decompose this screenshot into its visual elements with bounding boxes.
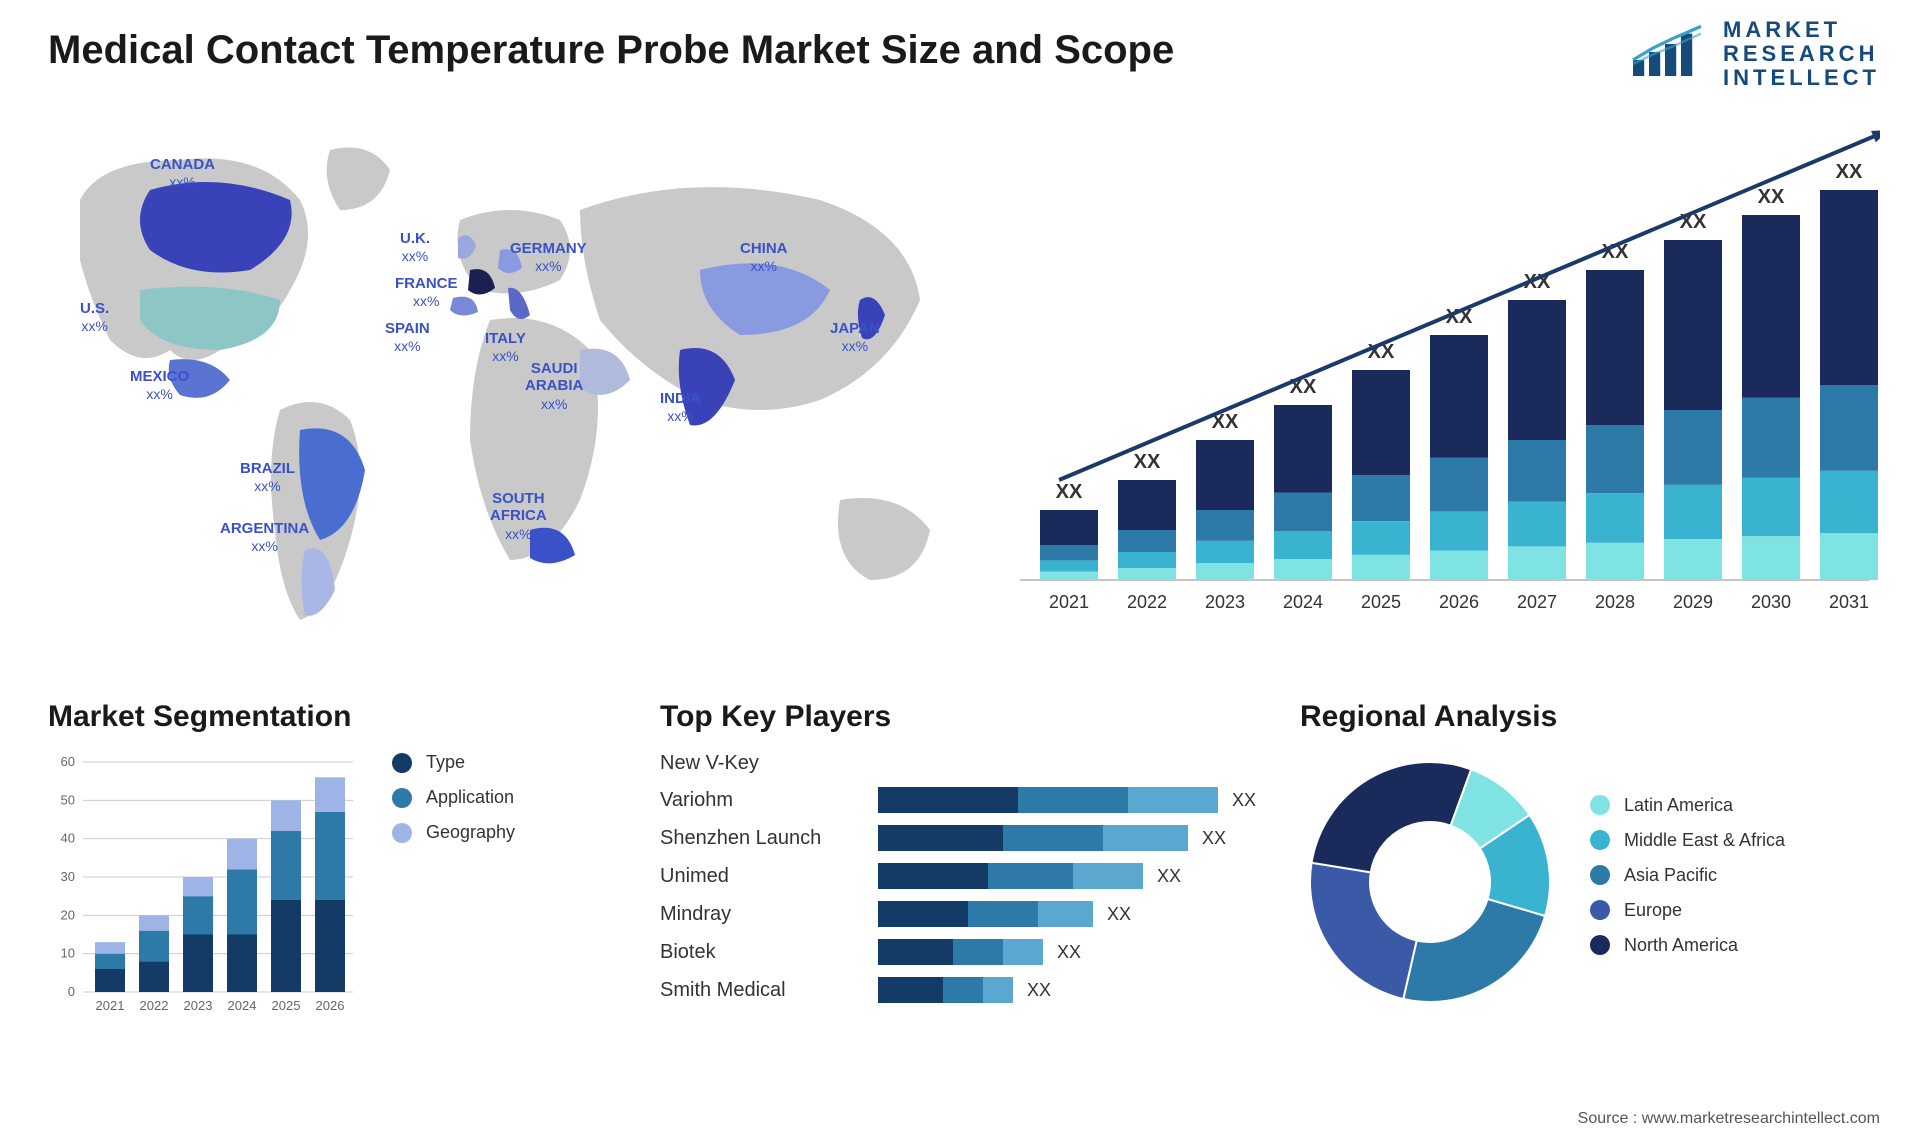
players-panel: Top Key Players New V-KeyVariohmXXShenzh…: [660, 700, 1280, 1015]
svg-text:0: 0: [68, 984, 75, 999]
svg-text:2026: 2026: [1439, 592, 1479, 612]
region-legend-latin-america: Latin America: [1590, 795, 1785, 816]
player-row-variohm: Variohm XX: [660, 787, 1280, 813]
region-legend-middle-east-africa: Middle East & Africa: [1590, 830, 1785, 851]
player-value: XX: [1027, 980, 1051, 1001]
svg-text:2025: 2025: [1361, 592, 1401, 612]
svg-text:XX: XX: [1134, 451, 1161, 473]
svg-text:XX: XX: [1758, 186, 1785, 208]
players-title: Top Key Players: [660, 700, 1280, 734]
map-label-canada: CANADAxx%: [150, 156, 215, 190]
player-value: XX: [1202, 828, 1226, 849]
segmentation-legend: Type Application Geography: [392, 752, 515, 857]
svg-text:10: 10: [61, 946, 75, 961]
svg-text:2024: 2024: [1283, 592, 1323, 612]
map-label-brazil: BRAZILxx%: [240, 460, 295, 494]
map-label-saudi-arabia: SAUDIARABIAxx%: [525, 360, 583, 412]
player-name: Variohm: [660, 789, 860, 812]
seg-legend-application: Application: [392, 787, 515, 808]
map-label-u-k-: U.K.xx%: [400, 230, 430, 264]
seg-legend-geography: Geography: [392, 822, 515, 843]
svg-text:2029: 2029: [1673, 592, 1713, 612]
regional-title: Regional Analysis: [1300, 700, 1880, 734]
brand-logo: MARKET RESEARCH INTELLECT: [1629, 18, 1880, 91]
segmentation-title: Market Segmentation: [48, 700, 608, 734]
player-row-smith-medical: Smith Medical XX: [660, 977, 1280, 1003]
growth-chart: XX2021XX2022XX2023XX2024XX2025XX2026XX20…: [1010, 130, 1880, 630]
source-text: Source : www.marketresearchintellect.com: [1578, 1110, 1880, 1128]
map-label-italy: ITALYxx%: [485, 330, 526, 364]
regional-donut: [1300, 752, 1560, 1012]
svg-text:2026: 2026: [316, 998, 345, 1013]
svg-text:2021: 2021: [1049, 592, 1089, 612]
logo-chart-icon: [1629, 22, 1709, 87]
page-title: Medical Contact Temperature Probe Market…: [48, 28, 1174, 73]
svg-text:2022: 2022: [1127, 592, 1167, 612]
player-row-unimed: Unimed XX: [660, 863, 1280, 889]
player-value: XX: [1157, 866, 1181, 887]
map-label-u-s-: U.S.xx%: [80, 300, 109, 334]
logo-line1: MARKET: [1723, 18, 1880, 42]
region-legend-europe: Europe: [1590, 900, 1785, 921]
region-legend-north-america: North America: [1590, 935, 1785, 956]
map-label-france: FRANCExx%: [395, 275, 458, 309]
svg-text:2022: 2022: [140, 998, 169, 1013]
map-label-mexico: MEXICOxx%: [130, 368, 189, 402]
svg-text:20: 20: [61, 907, 75, 922]
map-label-south-africa: SOUTHAFRICAxx%: [490, 490, 547, 542]
player-value: XX: [1107, 904, 1131, 925]
svg-text:2023: 2023: [184, 998, 213, 1013]
map-label-argentina: ARGENTINAxx%: [220, 520, 309, 554]
svg-text:2025: 2025: [272, 998, 301, 1013]
player-name: Smith Medical: [660, 979, 860, 1002]
map-label-spain: SPAINxx%: [385, 320, 430, 354]
player-name: Shenzhen Launch: [660, 827, 860, 850]
map-label-india: INDIAxx%: [660, 390, 701, 424]
player-row-mindray: Mindray XX: [660, 901, 1280, 927]
logo-line3: INTELLECT: [1723, 66, 1880, 90]
map-label-germany: GERMANYxx%: [510, 240, 587, 274]
logo-line2: RESEARCH: [1723, 42, 1880, 66]
player-value: XX: [1057, 942, 1081, 963]
world-map: CANADAxx% U.S.xx% MEXICOxx% BRAZILxx% ARGENT…: [40, 120, 980, 640]
svg-text:XX: XX: [1056, 481, 1083, 503]
segmentation-panel: Market Segmentation 0 10 20 30 40 50 60 2021 202…: [48, 700, 608, 1032]
svg-text:60: 60: [61, 754, 75, 769]
svg-text:2030: 2030: [1751, 592, 1791, 612]
svg-text:2028: 2028: [1595, 592, 1635, 612]
player-value: XX: [1232, 790, 1256, 811]
svg-text:40: 40: [61, 831, 75, 846]
map-label-japan: JAPANxx%: [830, 320, 880, 354]
player-row-biotek: Biotek XX: [660, 939, 1280, 965]
region-legend-asia-pacific: Asia Pacific: [1590, 865, 1785, 886]
svg-text:2031: 2031: [1829, 592, 1869, 612]
regional-panel: Regional Analysis Latin America Middle Ea…: [1300, 700, 1880, 1012]
player-name: Mindray: [660, 903, 860, 926]
player-row-shenzhen-launch: Shenzhen Launch XX: [660, 825, 1280, 851]
player-name: Unimed: [660, 865, 860, 888]
segmentation-chart: 0 10 20 30 40 50 60 2021 2022 2023 2024 2025 2026: [48, 752, 368, 1032]
svg-text:30: 30: [61, 869, 75, 884]
svg-text:2023: 2023: [1205, 592, 1245, 612]
player-name: Biotek: [660, 941, 860, 964]
regional-legend: Latin America Middle East & Africa Asia Pa…: [1590, 795, 1785, 970]
svg-text:2021: 2021: [96, 998, 125, 1013]
players-list: New V-KeyVariohmXXShenzhen LaunchXXUnime…: [660, 752, 1280, 1003]
svg-text:50: 50: [61, 792, 75, 807]
svg-text:2027: 2027: [1517, 592, 1557, 612]
player-name: New V-Key: [660, 752, 860, 775]
player-row-new-v-key: New V-Key: [660, 752, 1280, 775]
svg-text:XX: XX: [1836, 161, 1863, 183]
seg-legend-type: Type: [392, 752, 515, 773]
svg-text:2024: 2024: [228, 998, 257, 1013]
map-label-china: CHINAxx%: [740, 240, 788, 274]
